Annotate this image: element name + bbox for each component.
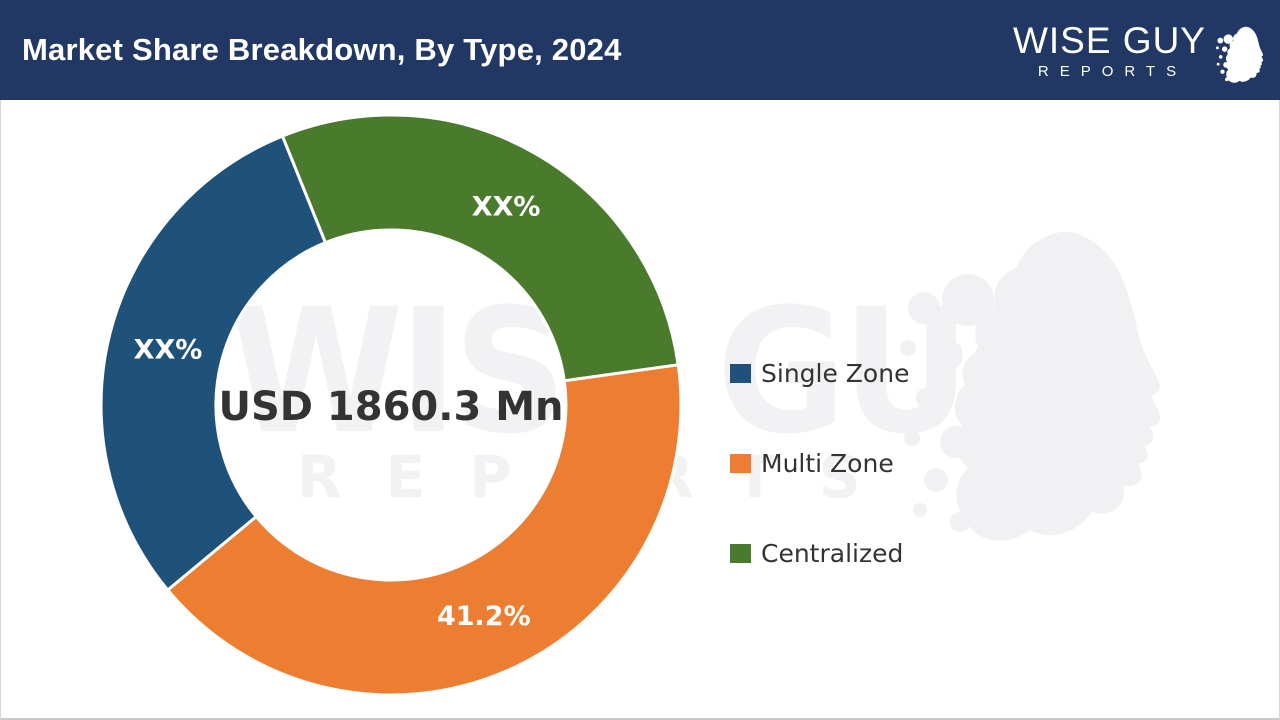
legend-item-multi-zone[interactable]: Multi Zone bbox=[730, 442, 909, 484]
legend-swatch-centralized bbox=[730, 543, 751, 563]
donut-chart: XX% 41.2% XX% bbox=[99, 113, 683, 697]
logo-face-icon bbox=[1215, 26, 1264, 83]
legend: Single Zone Multi Zone Centralized bbox=[730, 352, 909, 622]
legend-label: Single Zone bbox=[761, 358, 910, 388]
header: Market Share Breakdown, By Type, 2024 WI… bbox=[0, 0, 1280, 100]
logo-text: WISE GUY REPORTS bbox=[1013, 22, 1206, 79]
wiseguy-logo: WISE GUY REPORTS bbox=[1013, 11, 1266, 89]
legend-item-single-zone[interactable]: Single Zone bbox=[730, 352, 909, 394]
donut-center-value: USD 1860.3 Mn bbox=[218, 384, 564, 430]
page-title: Market Share Breakdown, By Type, 2024 bbox=[22, 32, 622, 67]
logo-subtitle: REPORTS bbox=[1037, 62, 1188, 80]
donut-segment-label: XX% bbox=[472, 192, 541, 223]
legend-label: Centralized bbox=[761, 538, 904, 568]
chart-area: WISE GUY REPORTS XX%41.2%XX% USD 1860.3 … bbox=[0, 100, 1280, 720]
legend-label: Multi Zone bbox=[761, 448, 894, 478]
donut-segment-label: 41.2% bbox=[437, 601, 531, 632]
legend-swatch-multi-zone bbox=[730, 453, 751, 473]
logo-wordmark: WISE GUY bbox=[1012, 19, 1206, 61]
donut-segment-label: XX% bbox=[134, 334, 203, 365]
legend-item-centralized[interactable]: Centralized bbox=[730, 532, 909, 574]
watermark-face-icon bbox=[900, 231, 1160, 541]
donut-segment-single-zone[interactable] bbox=[99, 134, 327, 592]
donut-segment-multi-zone[interactable] bbox=[166, 363, 683, 697]
donut-segment-centralized[interactable] bbox=[280, 113, 680, 383]
legend-swatch-single-zone bbox=[730, 363, 751, 383]
